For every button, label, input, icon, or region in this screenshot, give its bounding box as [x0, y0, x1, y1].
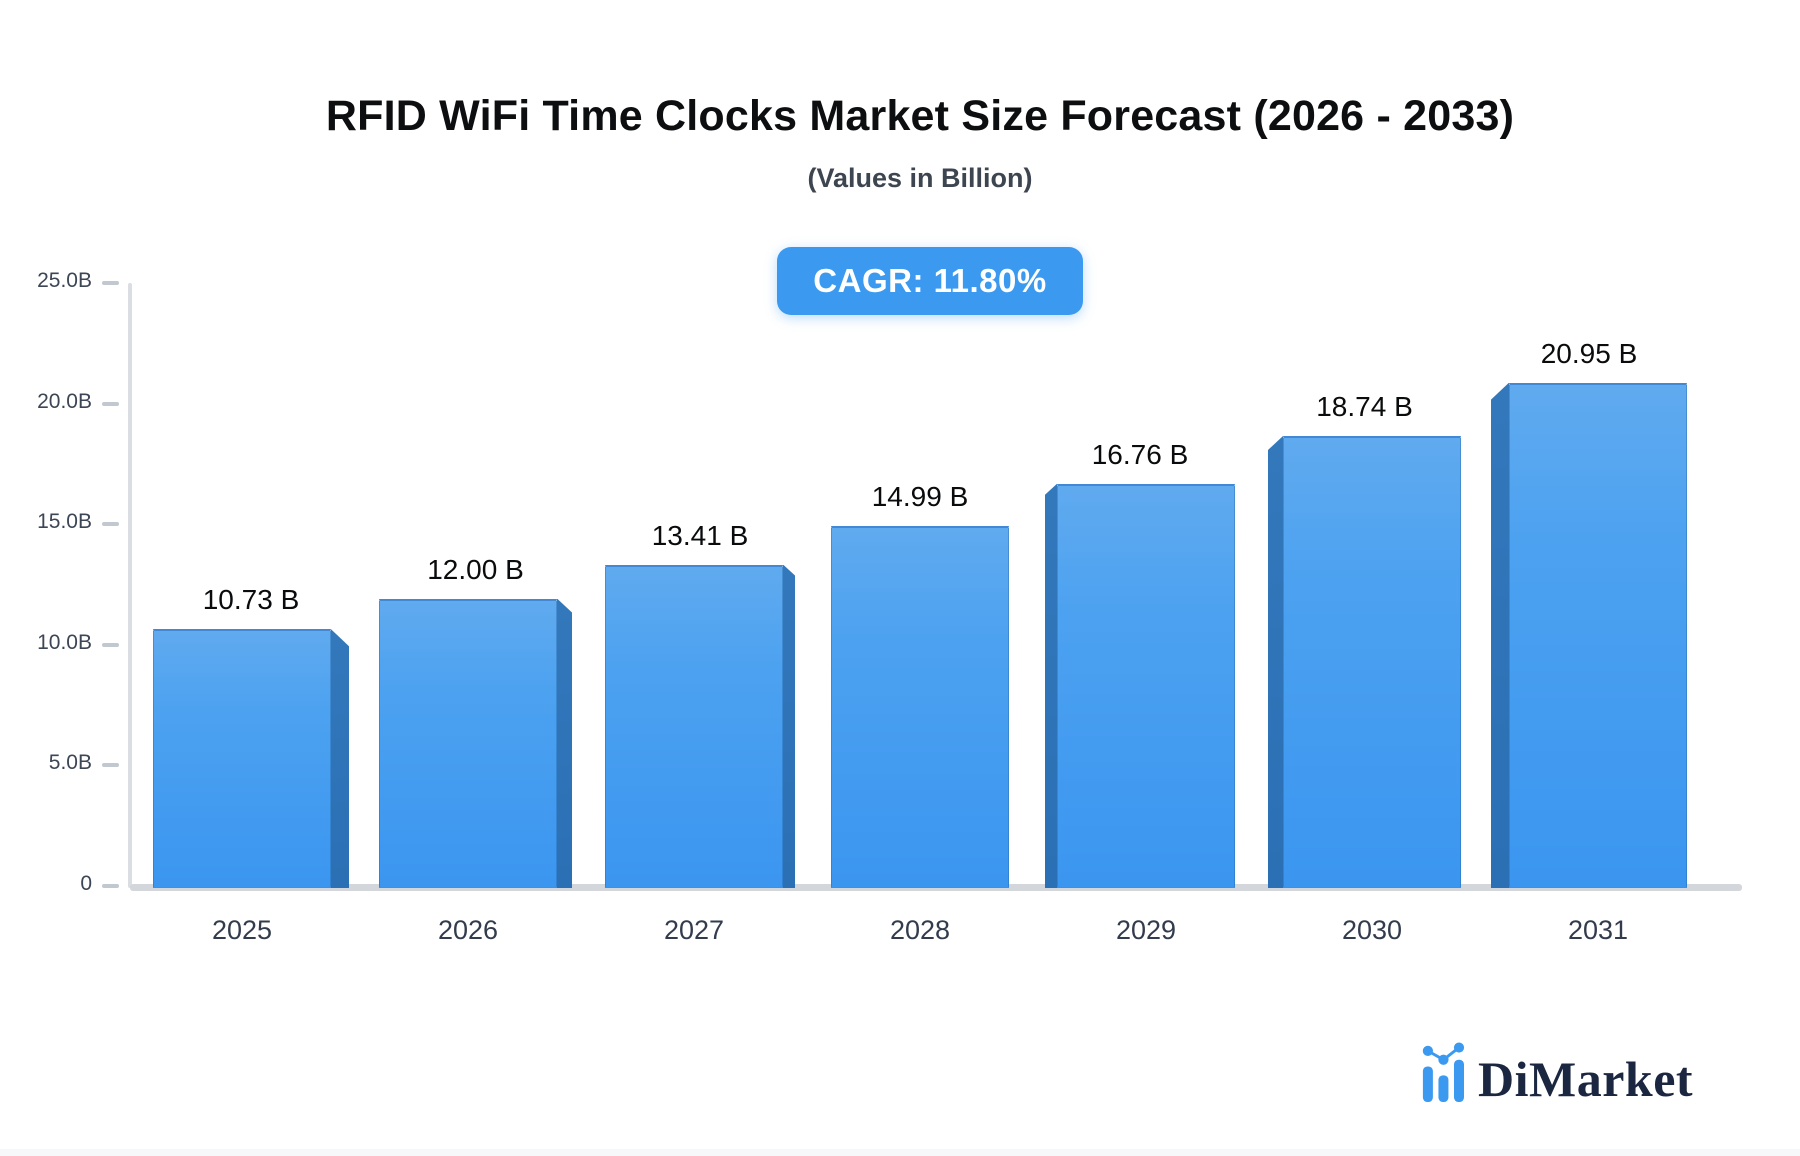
bar-2026: [379, 598, 557, 888]
y-axis-tick: [102, 281, 119, 285]
bar-side-face: [783, 564, 795, 888]
y-axis-tick: [102, 884, 119, 888]
bar-2029: [1057, 483, 1235, 888]
bar-2028: [831, 526, 1009, 888]
y-axis-tick: [102, 763, 119, 768]
cagr-badge: CAGR: 11.80%: [777, 247, 1083, 315]
y-axis-tick-label: 15.0B: [37, 510, 92, 534]
x-axis-category-label: 2029: [1115, 915, 1177, 945]
x-axis-category-label: 2025: [211, 915, 273, 945]
brand-name: DiMarket: [1478, 1051, 1694, 1107]
bar-value-label: 12.00 B: [427, 553, 524, 585]
y-axis-tick-label: 10.0B: [37, 630, 92, 654]
bar-side-face: [1045, 483, 1057, 888]
y-axis-line: [128, 283, 132, 888]
bar-2025: [153, 629, 331, 888]
y-axis-tick: [102, 642, 119, 647]
bar-2031: [1509, 382, 1687, 888]
bar-2030: [1283, 435, 1461, 888]
x-axis-category-label: 2026: [437, 915, 499, 945]
bar-value-label: 13.41 B: [651, 519, 749, 551]
bar-side-face: [1268, 435, 1283, 888]
y-axis-tick-label: 20.0B: [37, 389, 92, 413]
x-axis-category-label: 2031: [1567, 915, 1629, 945]
cagr-badge-row: CAGR: 11.80%: [50, 247, 1800, 315]
x-axis-category-label: 2027: [663, 915, 725, 945]
bar-side-face: [1491, 382, 1509, 888]
dimarket-logo: DiMarket: [1422, 1042, 1694, 1107]
chart-subtitle: (Values in Billion): [807, 163, 1033, 193]
x-axis-category-label: 2030: [1341, 915, 1403, 945]
x-axis-category-label: 2028: [889, 915, 951, 945]
y-axis-tick: [102, 401, 119, 406]
bar-2027: [605, 564, 783, 888]
bar-value-label: 16.76 B: [1091, 438, 1189, 470]
chart-header: RFID WiFi Time Clocks Market Size Foreca…: [40, 92, 1800, 194]
bar-value-label: 10.73 B: [202, 584, 300, 616]
page-bottom-edge: [0, 1149, 1800, 1156]
bar-value-label: 18.74 B: [1316, 390, 1413, 422]
bar-chart-with-dots-icon: [1422, 1042, 1465, 1102]
bar-value-label: 20.95 B: [1540, 337, 1638, 369]
y-axis-tick: [102, 522, 119, 527]
y-axis-tick-label: 25.0B: [37, 269, 92, 292]
y-axis-tick-label: 0: [80, 872, 92, 895]
bar-value-label: 14.99 B: [871, 481, 969, 513]
y-axis-tick-label: 5.0B: [48, 751, 92, 775]
bar-side-face: [331, 629, 349, 888]
bar-side-face: [557, 598, 572, 888]
chart-title: RFID WiFi Time Clocks Market Size Foreca…: [325, 92, 1515, 140]
